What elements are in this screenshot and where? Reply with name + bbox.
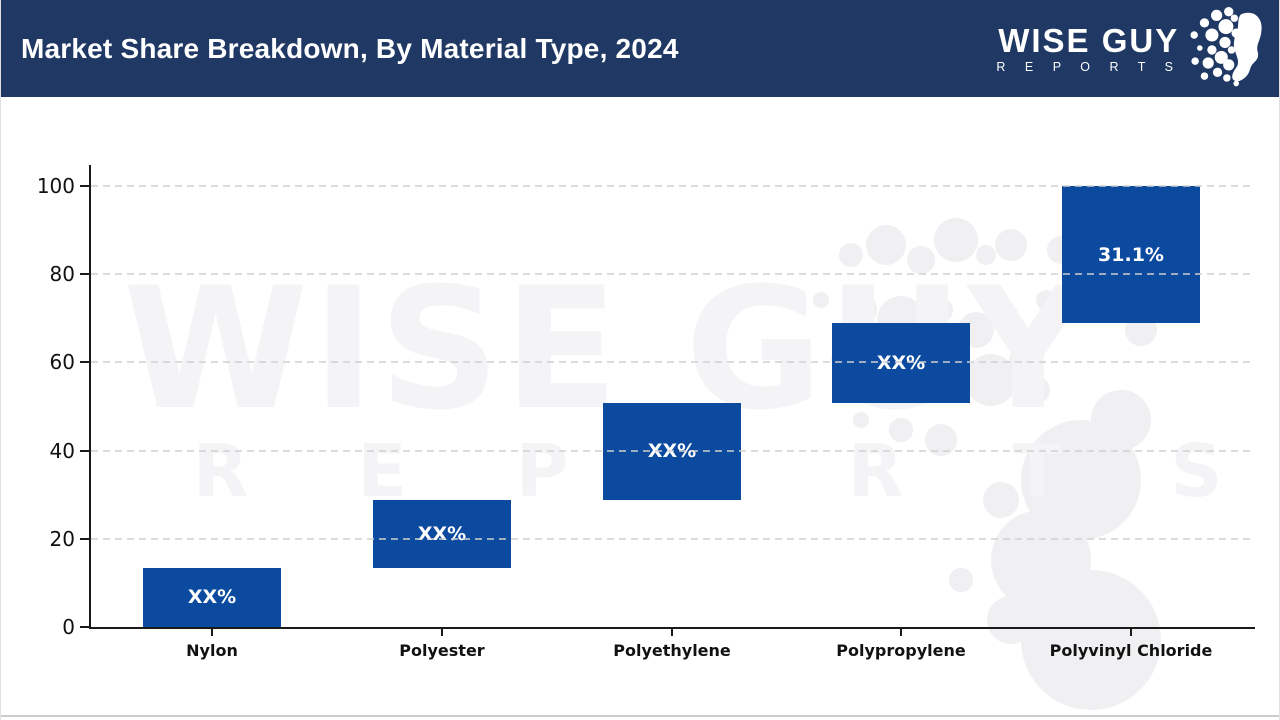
brand-name: WISE GUY [998,21,1180,59]
y-axis-line [89,165,91,629]
page-title: Market Share Breakdown, By Material Type… [21,32,679,64]
y-tick-mark [80,626,89,628]
y-tick-label: 80 [49,262,75,287]
x-tick-mark [671,629,673,636]
brand-logo-text: WISE GUY R E P O R T S [996,21,1181,75]
gridline [91,537,1255,540]
y-tick-label: 60 [49,350,75,375]
y-tick-mark [80,185,89,187]
bar-segment: 31.1% [1062,186,1200,324]
x-tick-label: Polypropylene [836,641,966,660]
gridline [91,273,1255,276]
x-tick-mark [211,629,213,636]
brand-tagline: R E P O R T S [996,60,1181,75]
bar-segment: XX% [373,499,511,568]
y-tick-label: 40 [49,438,75,463]
x-tick-label: Polyvinyl Chloride [1049,641,1213,660]
x-axis-line [89,627,1255,629]
brand-logo: WISE GUY R E P O R T S [996,4,1267,94]
y-tick-label: 100 [36,174,75,198]
y-tick-mark [80,361,89,364]
x-tick-mark [900,629,902,636]
y-tick-mark [80,449,89,452]
x-tick-mark [441,629,443,636]
y-tick-label: 0 [62,615,75,639]
y-tick-mark [80,273,89,276]
x-tick-label: Nylon [186,641,238,660]
bar-value-label: XX% [417,522,467,545]
y-tick-mark [80,537,89,540]
bar-segment: XX% [143,567,281,627]
gridline [91,361,1255,364]
x-tick-label: Polyethylene [613,641,731,660]
gridline [91,449,1255,452]
y-tick-label: 20 [49,526,75,551]
gridline [91,185,1255,187]
x-tick-label: Polyester [399,641,485,660]
watermark-face-icon [813,218,1161,710]
logo-face-icon [1190,7,1262,87]
header-bar: Market Share Breakdown, By Material Type… [1,0,1279,97]
bar-value-label: XX% [187,586,237,609]
bar-value-label: 31.1% [1098,243,1164,266]
chart-area: WISE GUY R E P O R T S 020406080100XX%XX… [1,97,1279,717]
x-tick-mark [1130,629,1132,636]
